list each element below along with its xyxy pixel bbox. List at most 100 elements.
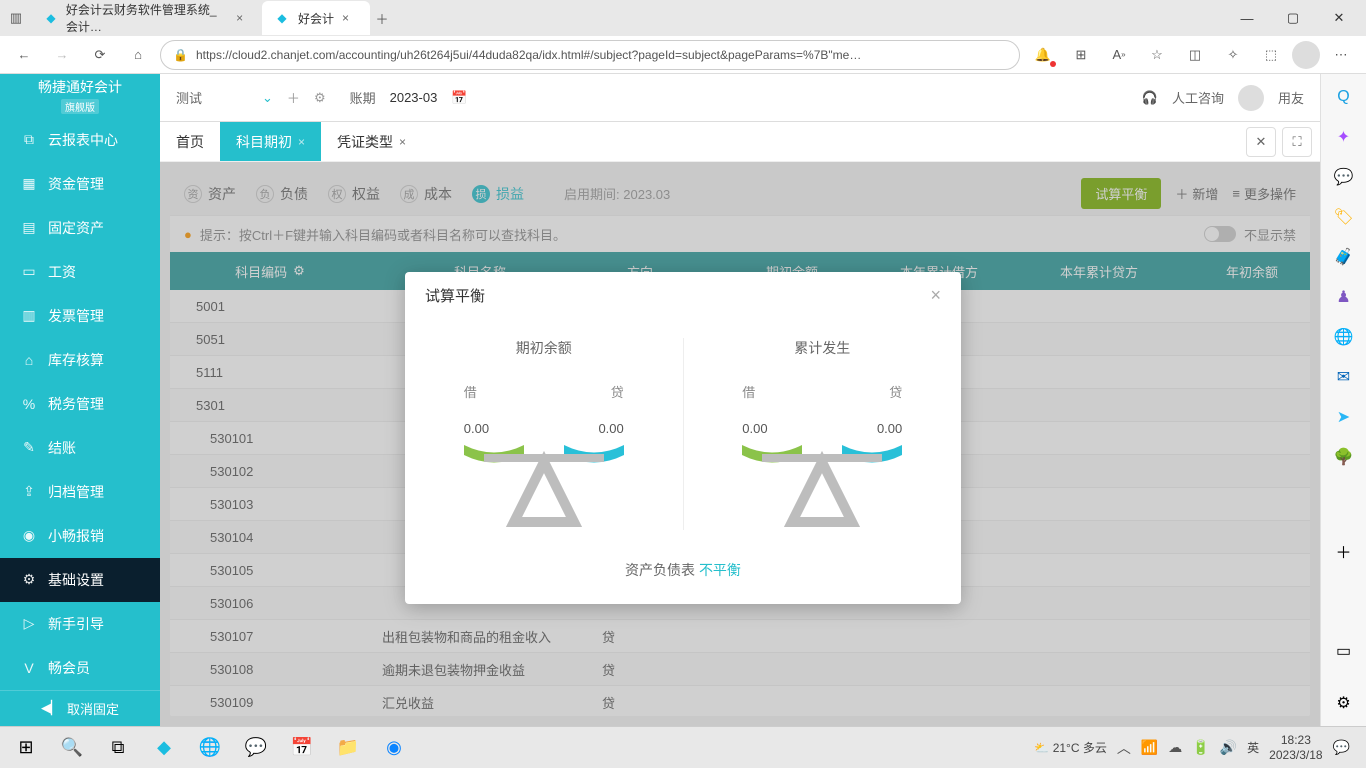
weather-widget[interactable]: ⛅ 21°C 多云 — [1034, 739, 1106, 756]
tag-icon[interactable]: 🏷 — [1333, 206, 1355, 228]
close-button[interactable]: ✕ — [1316, 0, 1362, 36]
settings-icon[interactable]: ⚙ — [314, 90, 326, 106]
browser-icon[interactable]: 🌐 — [1333, 326, 1355, 348]
favorite-icon[interactable]: ☆ — [1140, 39, 1174, 71]
date: 2023/3/18 — [1269, 748, 1322, 762]
search-button[interactable]: 🔍 — [52, 728, 92, 768]
chevron-up-icon[interactable]: ︿ — [1117, 738, 1131, 758]
sidebar-item[interactable]: ⚙基础设置 — [0, 558, 160, 602]
split-icon[interactable]: ◫ — [1178, 39, 1212, 71]
back-button[interactable]: ← — [8, 39, 40, 71]
page-tab[interactable]: 首页 — [160, 122, 220, 161]
edge-icon[interactable]: ◉ — [374, 728, 414, 768]
close-all-tabs[interactable]: ✕ — [1246, 127, 1276, 157]
user-avatar[interactable] — [1238, 85, 1264, 111]
url-input[interactable]: 🔒 https://cloud2.chanjet.com/accounting/… — [160, 40, 1020, 70]
outlook-icon[interactable]: ✉ — [1333, 366, 1355, 388]
sidebar-label: 工资 — [48, 262, 76, 282]
tree-icon[interactable]: 🌳 — [1333, 446, 1355, 468]
calendar-app-icon[interactable]: 📅 — [282, 728, 322, 768]
accumulated-panel: 累计发生 借贷 0.000.00 — [684, 338, 962, 530]
modal-footer: 资产负债表 不平衡 — [405, 560, 961, 604]
sidebar-item[interactable]: ▦资金管理 — [0, 162, 160, 206]
modal-title: 试算平衡 — [425, 285, 485, 306]
rail-settings-icon[interactable]: ▭ — [1333, 640, 1355, 662]
sidebar-item[interactable]: ▷新手引导 — [0, 602, 160, 646]
text-size-icon[interactable]: A» — [1102, 39, 1136, 71]
add-rail-icon[interactable]: ＋ — [1333, 540, 1355, 562]
start-button[interactable]: ⊞ — [6, 728, 46, 768]
chrome-icon[interactable]: 🌐 — [190, 728, 230, 768]
close-icon[interactable]: × — [342, 11, 358, 25]
minimize-button[interactable]: — — [1224, 0, 1270, 36]
debit-value: 0.00 — [742, 421, 767, 436]
unbalanced-link[interactable]: 不平衡 — [699, 562, 741, 578]
bag-icon[interactable]: 🧳 — [1333, 246, 1355, 268]
taskbar: ⊞ 🔍 ⧉ ◆ 🌐 💬 📅 📁 ◉ ⛅ 21°C 多云 ︿ 📶 ☁ 🔋 🔊 英 … — [0, 726, 1366, 768]
tab-favicon: ◆ — [274, 10, 290, 26]
sidebar-item[interactable]: ▥发票管理 — [0, 294, 160, 338]
forward-button[interactable]: → — [46, 39, 78, 71]
page-tab[interactable]: 科目期初× — [220, 122, 321, 161]
sidebar-item[interactable]: ⧉云报表中心 — [0, 118, 160, 162]
modal-close-button[interactable]: × — [930, 285, 941, 306]
profile-avatar[interactable] — [1292, 41, 1320, 69]
logo: 畅捷通好会计 旗舰版 — [0, 74, 160, 118]
home-button[interactable]: ⌂ — [122, 39, 154, 71]
wechat-icon[interactable]: 💬 — [236, 728, 276, 768]
star-icon[interactable]: ✦ — [1333, 126, 1355, 148]
close-icon[interactable]: × — [298, 135, 305, 149]
maximize-button[interactable]: ▢ — [1270, 0, 1316, 36]
sidebar-item[interactable]: ▭工资 — [0, 250, 160, 294]
browser-tab-strip: ▥ ◆ 好会计云财务软件管理系统_会计… × ◆ 好会计 × ＋ — ▢ ✕ — [0, 0, 1366, 36]
app-icon[interactable]: ◆ — [144, 728, 184, 768]
close-icon[interactable]: × — [236, 11, 250, 25]
battery-icon[interactable]: 🔋 — [1192, 739, 1209, 756]
new-tab-button[interactable]: ＋ — [370, 6, 394, 30]
page-tab[interactable]: 凭证类型 × — [321, 122, 422, 161]
consult-link[interactable]: 人工咨询 — [1172, 88, 1224, 107]
collections-icon[interactable]: ✧ — [1216, 39, 1250, 71]
sidebar-item[interactable]: ⌂库存核算 — [0, 338, 160, 382]
sidebar-item[interactable]: ◉小畅报销 — [0, 514, 160, 558]
ime-indicator[interactable]: 英 — [1247, 739, 1259, 756]
sidebar-item[interactable]: %税务管理 — [0, 382, 160, 426]
menu-button[interactable]: ⋯ — [1324, 39, 1358, 71]
tab-actions-icon[interactable]: ▥ — [4, 6, 28, 30]
notifications-icon[interactable]: 💬 — [1333, 739, 1350, 756]
calendar-icon[interactable]: 📅 — [451, 90, 467, 106]
fullscreen-button[interactable]: ⛶ — [1282, 127, 1312, 157]
refresh-button[interactable]: ⟳ — [84, 39, 116, 71]
wifi-icon[interactable]: 📶 — [1141, 739, 1158, 756]
sidebar-item[interactable]: ✎结账 — [0, 426, 160, 470]
sidebar-collapse[interactable]: ◀▏ 取消固定 — [0, 690, 160, 726]
explorer-icon[interactable]: 📁 — [328, 728, 368, 768]
downloads-icon[interactable]: ⬚ — [1254, 39, 1288, 71]
notification-icon[interactable]: 🔔 — [1026, 39, 1060, 71]
close-icon[interactable]: × — [399, 135, 406, 149]
chat-icon[interactable]: 💬 — [1333, 166, 1355, 188]
company-selector[interactable]: 测试 ⌄ — [176, 88, 273, 107]
clock[interactable]: 18:23 2023/3/18 — [1269, 733, 1322, 762]
username: 用友 — [1278, 88, 1304, 107]
sidebar-item[interactable]: ⇪归档管理 — [0, 470, 160, 514]
rail-gear-icon[interactable]: ⚙ — [1333, 692, 1355, 714]
extensions-icon[interactable]: ⊞ — [1064, 39, 1098, 71]
send-icon[interactable]: ➤ — [1333, 406, 1355, 428]
tab-label: 凭证类型 — [337, 132, 393, 152]
sidebar-label: 基础设置 — [48, 570, 104, 590]
games-icon[interactable]: ♟ — [1333, 286, 1355, 308]
cloud-icon[interactable]: ☁ — [1168, 739, 1182, 756]
sidebar-label: 发票管理 — [48, 306, 104, 326]
sidebar-icon: ⌂ — [20, 352, 38, 368]
search-icon[interactable]: Q — [1333, 86, 1355, 108]
sidebar-item[interactable]: V畅会员 — [0, 646, 160, 690]
browser-tab[interactable]: ◆ 好会计 × — [262, 1, 370, 35]
task-view-button[interactable]: ⧉ — [98, 728, 138, 768]
time: 18:23 — [1269, 733, 1322, 747]
window-controls: — ▢ ✕ — [1224, 0, 1362, 36]
add-company-button[interactable]: ＋ — [287, 88, 300, 107]
sidebar-item[interactable]: ▤固定资产 — [0, 206, 160, 250]
browser-tab[interactable]: ◆ 好会计云财务软件管理系统_会计… × — [32, 1, 262, 35]
volume-icon[interactable]: 🔊 — [1220, 739, 1237, 756]
